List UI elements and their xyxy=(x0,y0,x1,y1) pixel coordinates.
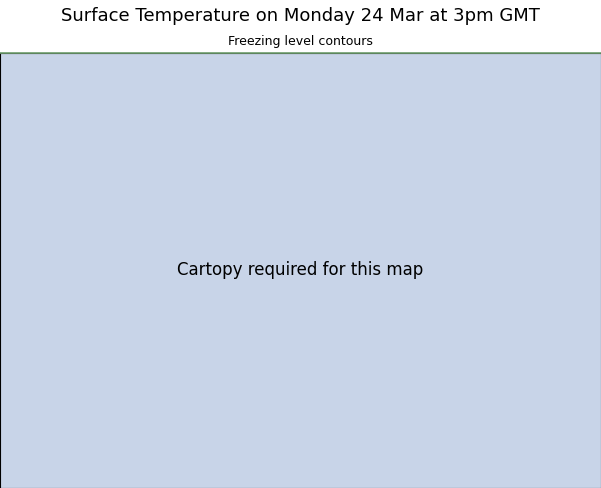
Text: Surface Temperature on Monday 24 Mar at 3pm GMT: Surface Temperature on Monday 24 Mar at … xyxy=(61,7,540,25)
Text: Freezing level contours: Freezing level contours xyxy=(228,35,373,48)
Text: Cartopy required for this map: Cartopy required for this map xyxy=(177,262,424,279)
